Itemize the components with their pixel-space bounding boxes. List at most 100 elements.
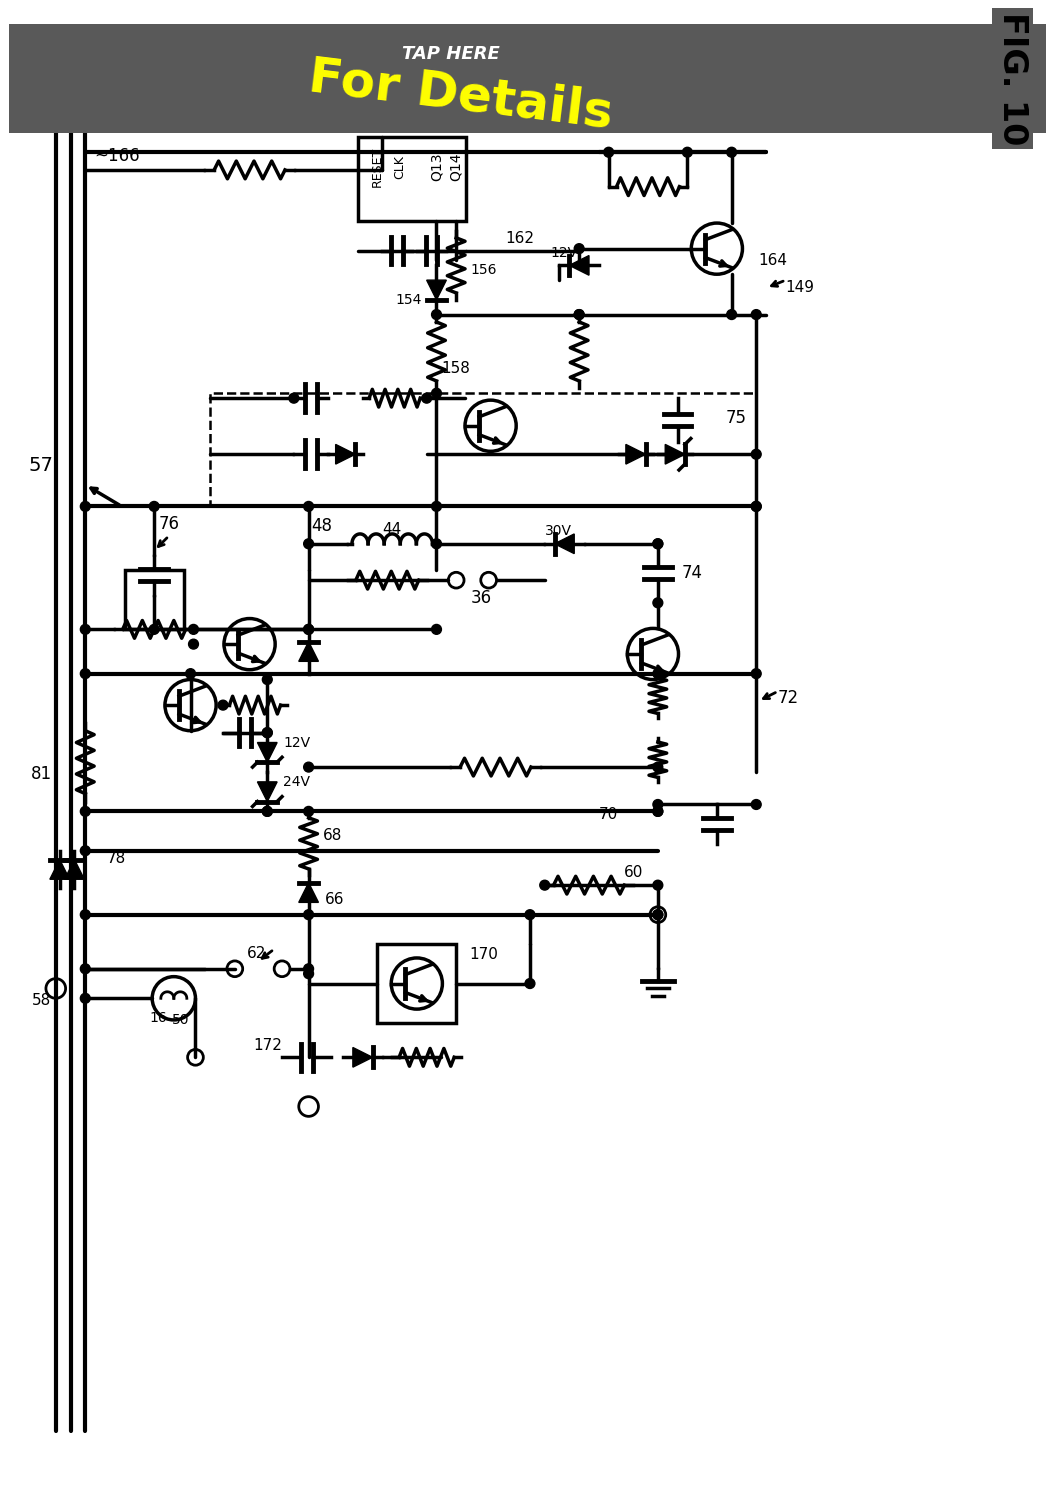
Polygon shape [570, 255, 589, 275]
Text: 66: 66 [325, 892, 345, 907]
Circle shape [149, 625, 159, 634]
Text: 60: 60 [624, 865, 642, 880]
Bar [358, 138, 466, 221]
Text: 164: 164 [759, 252, 787, 267]
Text: 81: 81 [31, 765, 52, 783]
Circle shape [80, 846, 90, 856]
Text: 24V: 24V [283, 775, 310, 789]
Circle shape [304, 964, 313, 973]
Circle shape [289, 394, 299, 403]
Circle shape [525, 910, 535, 919]
Polygon shape [257, 783, 277, 802]
Circle shape [751, 449, 761, 460]
Polygon shape [299, 883, 319, 903]
Circle shape [304, 910, 313, 919]
Text: CLK: CLK [394, 155, 406, 179]
Circle shape [653, 910, 663, 919]
Circle shape [653, 762, 663, 772]
Circle shape [683, 147, 692, 158]
Circle shape [189, 625, 198, 634]
Circle shape [263, 728, 272, 737]
Bar [378, 945, 456, 1023]
Circle shape [727, 309, 736, 320]
Circle shape [304, 625, 313, 634]
Polygon shape [50, 859, 70, 879]
Circle shape [751, 309, 761, 320]
Text: 162: 162 [505, 231, 535, 246]
Circle shape [431, 309, 441, 320]
Circle shape [653, 910, 663, 919]
Circle shape [189, 640, 198, 649]
Text: 172: 172 [253, 1038, 282, 1053]
Circle shape [218, 700, 228, 710]
Circle shape [574, 243, 584, 254]
Text: 156: 156 [471, 263, 497, 278]
Text: 44: 44 [383, 521, 402, 536]
Text: 158: 158 [442, 360, 471, 376]
Text: Q14: Q14 [449, 153, 463, 182]
Circle shape [540, 880, 550, 891]
Circle shape [304, 969, 313, 979]
Circle shape [80, 502, 90, 511]
Polygon shape [257, 742, 277, 762]
Circle shape [653, 807, 663, 816]
Circle shape [80, 668, 90, 679]
Circle shape [263, 807, 272, 816]
Circle shape [304, 762, 313, 772]
Circle shape [263, 807, 272, 816]
Circle shape [80, 807, 90, 816]
Circle shape [431, 625, 441, 634]
Circle shape [653, 539, 663, 548]
Text: 16: 16 [149, 1011, 167, 1024]
Text: 68: 68 [324, 829, 343, 844]
Text: 50: 50 [172, 1012, 190, 1027]
Circle shape [304, 502, 313, 511]
Circle shape [80, 625, 90, 634]
Circle shape [80, 910, 90, 919]
Text: FIG. 10: FIG. 10 [996, 12, 1029, 146]
Polygon shape [352, 1047, 372, 1066]
Circle shape [422, 394, 431, 403]
Circle shape [431, 502, 441, 511]
Text: 149: 149 [786, 281, 814, 296]
Bar [210, 394, 756, 506]
Circle shape [653, 539, 663, 548]
Text: 76: 76 [158, 515, 179, 533]
Text: ~166: ~166 [94, 147, 139, 165]
Circle shape [80, 993, 90, 1003]
Circle shape [431, 539, 441, 548]
Circle shape [263, 674, 272, 685]
Text: 12V: 12V [551, 246, 578, 260]
Text: 58: 58 [32, 993, 51, 1008]
Circle shape [751, 668, 761, 679]
Circle shape [149, 502, 159, 511]
Circle shape [431, 389, 441, 398]
Text: 72: 72 [778, 689, 799, 707]
Circle shape [603, 147, 614, 158]
Text: 57: 57 [28, 455, 54, 475]
Polygon shape [555, 533, 574, 554]
Circle shape [304, 807, 313, 816]
Bar [8, 24, 1047, 132]
Circle shape [653, 668, 663, 679]
Circle shape [263, 728, 272, 737]
Polygon shape [64, 859, 84, 879]
Circle shape [653, 799, 663, 810]
Text: 62: 62 [247, 946, 266, 961]
Text: 74: 74 [682, 565, 703, 583]
Text: 48: 48 [311, 517, 332, 535]
Circle shape [574, 309, 584, 320]
Text: 30V: 30V [544, 524, 572, 538]
Text: 70: 70 [599, 807, 618, 822]
Circle shape [525, 979, 535, 988]
Circle shape [186, 668, 195, 679]
Polygon shape [299, 641, 319, 661]
Polygon shape [426, 281, 446, 300]
Text: 12V: 12V [283, 736, 310, 749]
Text: 36: 36 [471, 589, 492, 607]
Text: 152: 152 [396, 45, 424, 60]
Circle shape [751, 502, 761, 511]
Text: TAP HERE: TAP HERE [402, 45, 500, 63]
Circle shape [653, 880, 663, 891]
Text: RESET: RESET [371, 147, 384, 188]
